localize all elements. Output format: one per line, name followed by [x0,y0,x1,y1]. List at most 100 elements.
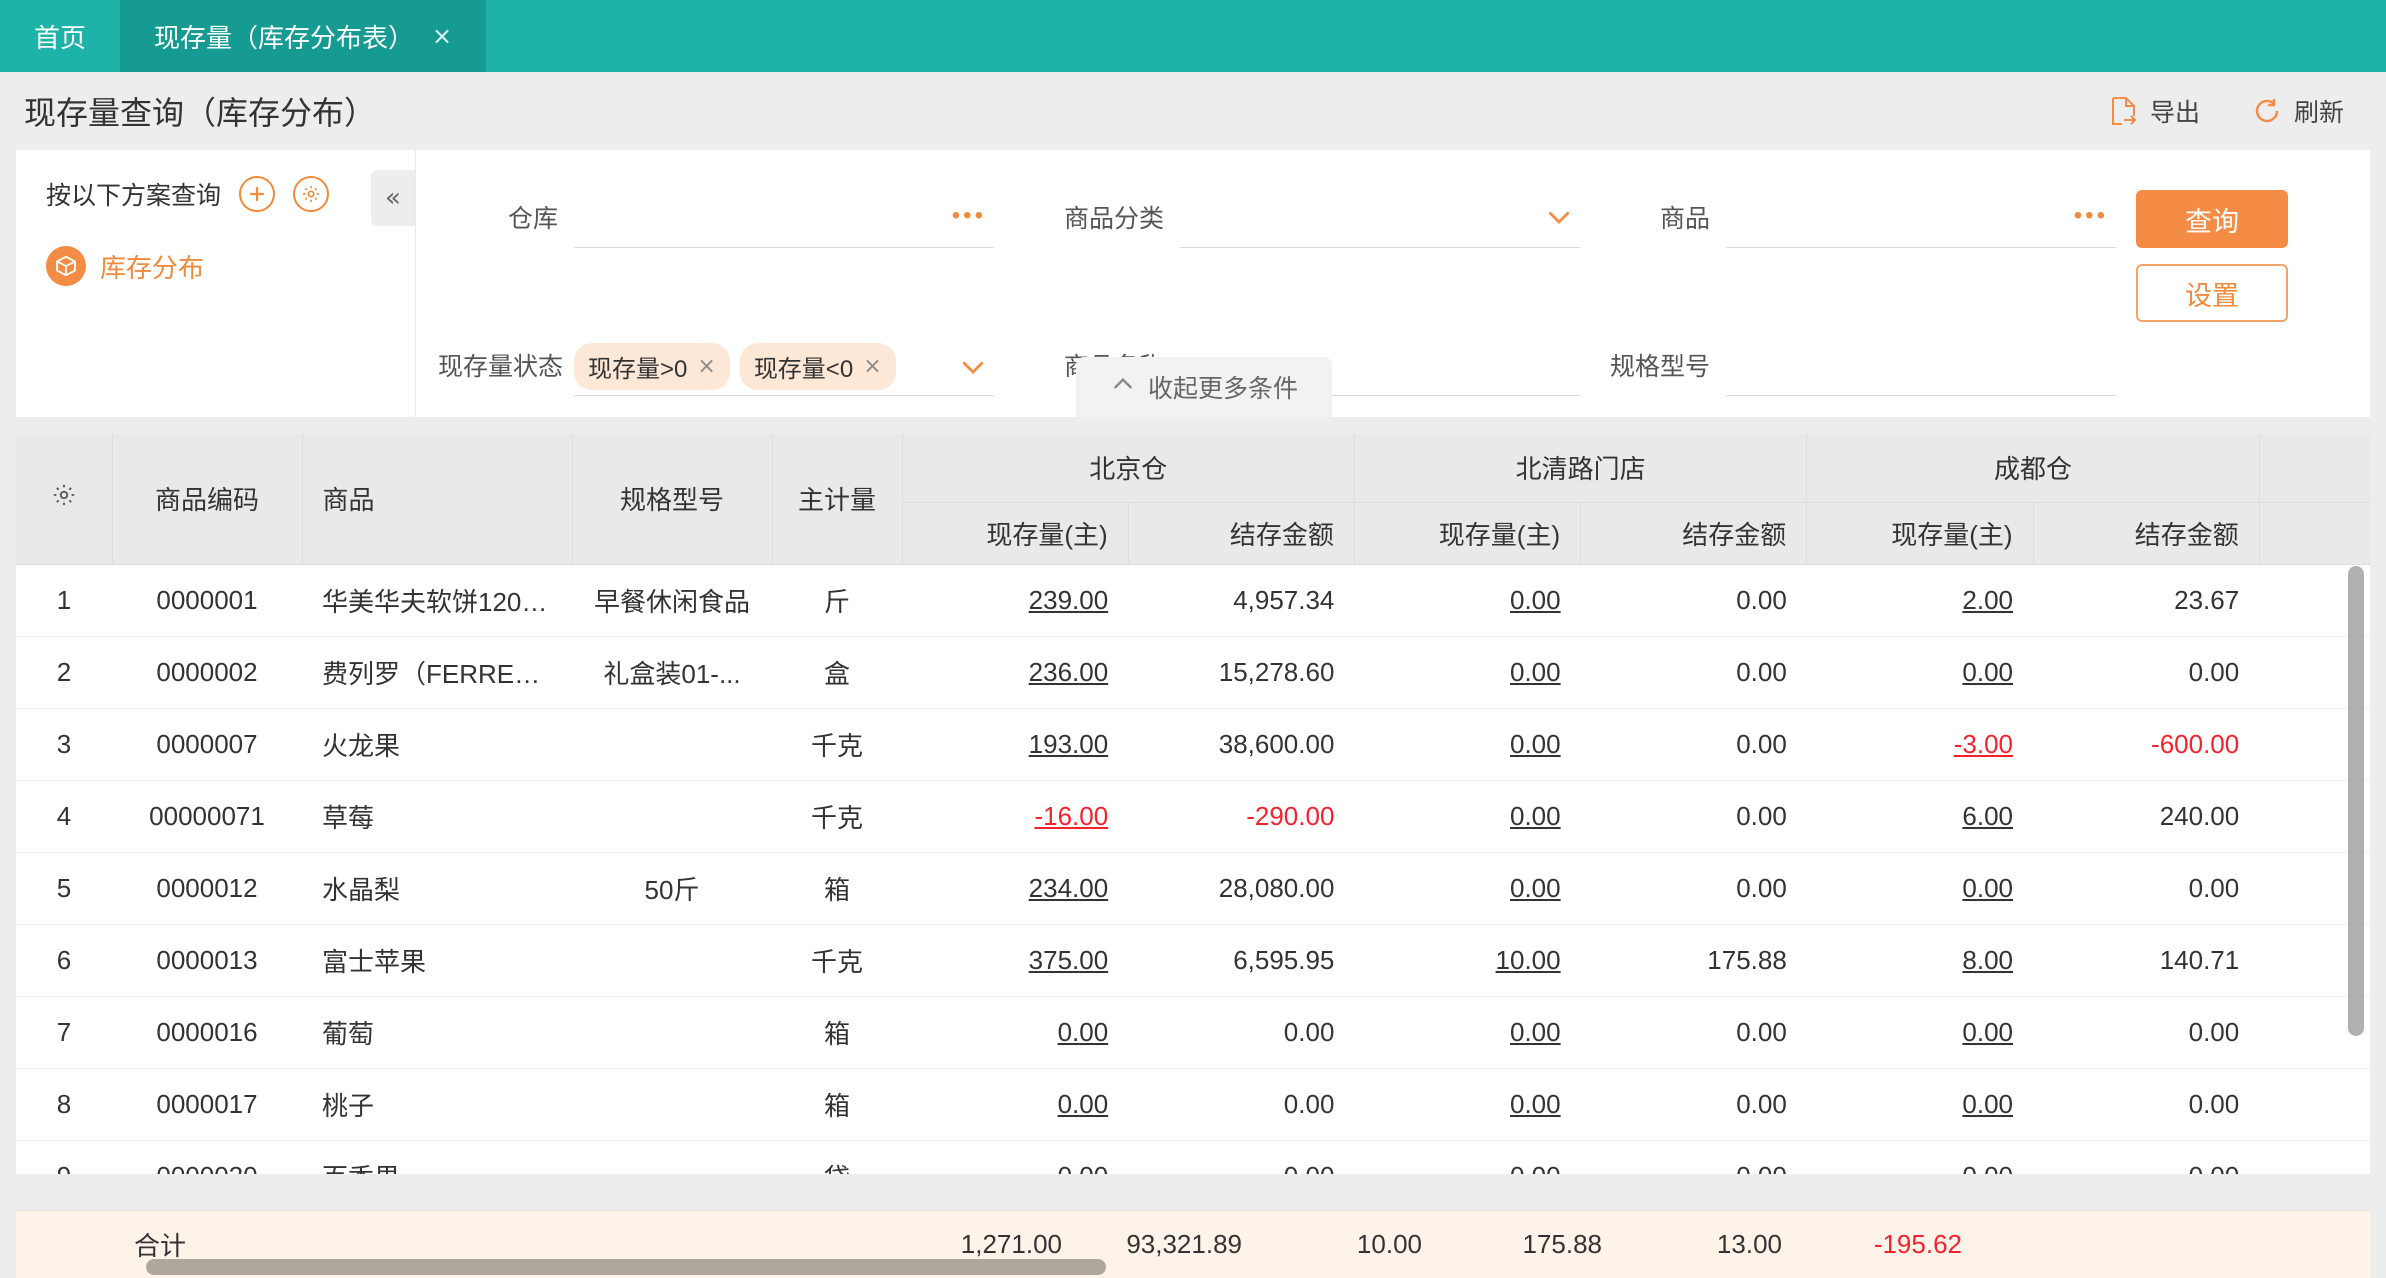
filter-tag[interactable]: 现存量<0 × [739,343,896,390]
filter-warehouse-input[interactable]: ••• [574,190,994,248]
cell-beijing-qty-link[interactable]: 375.00 [1028,944,1109,975]
export-button[interactable]: 导出 [2110,93,2200,129]
remove-tag-icon[interactable]: × [697,354,716,379]
filter-product-input[interactable]: ••• [1726,190,2116,248]
cell-beiqinglu-qty[interactable]: 0.00 [1354,852,1581,925]
cell-chengdu-qty-link[interactable]: 6.00 [1962,800,2014,831]
cell-chengdu-qty-link[interactable]: 0.00 [1962,872,2014,903]
cell-chengdu-qty[interactable]: 8.00 [1806,924,2034,997]
cell-chengdu-qty[interactable]: 6.00 [1806,780,2034,853]
cell-beiqinglu-qty[interactable]: 0.00 [1354,564,1581,637]
cell-beijing-qty[interactable]: 234.00 [902,852,1129,925]
th-beijing-amount[interactable]: 结存金额 [1128,502,1355,565]
cell-beiqinglu-qty[interactable]: 10.00 [1354,924,1581,997]
cell-beijing-qty-link[interactable]: 193.00 [1028,728,1109,759]
th-beijing-qty[interactable]: 现存量(主) [902,502,1129,565]
filter-category-select[interactable] [1180,190,1580,248]
th-warehouse-chengdu[interactable]: 成都仓 [1806,434,2260,503]
filter-product-name-input[interactable] [1180,338,1580,396]
th-next-qty[interactable]: 现存 [2259,502,2370,565]
cell-beijing-qty-link[interactable]: 0.00 [1058,1161,1109,1175]
plus-circle-icon[interactable] [239,176,276,212]
cell-beiqinglu-qty-link[interactable]: 0.00 [1510,584,1561,615]
vertical-scrollbar[interactable] [2348,566,2364,1126]
th-beiqinglu-amount[interactable]: 结存金额 [1580,502,1808,565]
search-button[interactable]: 查询 [2136,190,2288,248]
collapse-sidebar-button[interactable]: « [371,170,415,226]
cell-beijing-qty-link[interactable]: 239.00 [1028,584,1109,615]
cell-chengdu-qty[interactable]: 0.00 [1806,996,2034,1069]
cell-beiqinglu-qty[interactable]: 0.00 [1354,1140,1581,1175]
cell-chengdu-qty-link[interactable]: 2.00 [1962,584,2014,615]
th-warehouse-beiqinglu[interactable]: 北清路门店 [1354,434,1808,503]
table-row[interactable]: 8 0000017 桃子 箱 0.00 0.00 0.00 0.00 0.00 0.00 [16,1068,2370,1141]
cell-chengdu-qty-link[interactable]: -3.00 [1953,728,2014,759]
cell-beiqinglu-qty[interactable]: 0.00 [1354,1068,1581,1141]
chevron-down-icon[interactable] [958,352,988,387]
column-settings-button[interactable] [16,434,113,565]
cell-beijing-qty-link[interactable]: -16.00 [1034,800,1109,831]
chevron-down-icon[interactable] [1544,202,1574,237]
settings-button[interactable]: 设置 [2136,264,2288,322]
cell-beiqinglu-qty[interactable]: 0.00 [1354,636,1581,709]
cell-beijing-qty-link[interactable]: 0.00 [1057,1088,1109,1119]
cell-beiqinglu-qty-link[interactable]: 10.00 [1495,944,1561,975]
scheme-item-inventory-distribution[interactable]: 库存分布 [46,246,415,286]
cell-beiqinglu-qty-link[interactable]: 0.00 [1510,872,1561,903]
table-row[interactable]: 4 00000071 草莓 千克 -16.00 -290.00 0.00 0.00 6.00 24… [16,780,2370,853]
th-chengdu-qty[interactable]: 现存量(主) [1806,502,2034,565]
th-chengdu-amount[interactable]: 结存金额 [2033,502,2260,565]
tab-inventory-distribution[interactable]: 现存量（库存分布表） × [120,0,487,72]
cell-chengdu-qty-link[interactable]: 0.00 [1962,1161,2013,1175]
cell-beiqinglu-qty-link[interactable]: 0.00 [1510,656,1561,687]
cell-beiqinglu-qty-link[interactable]: 0.00 [1510,800,1561,831]
table-row[interactable]: 3 0000007 火龙果 千克 193.00 38,600.00 0.00 0.00 -3.0… [16,708,2370,781]
collapse-more-conditions-button[interactable]: 收起更多条件 [1076,357,1333,417]
filter-spec-input[interactable] [1726,338,2116,396]
ellipsis-icon[interactable]: ••• [2073,202,2108,229]
cell-chengdu-qty[interactable]: 0.00 [1806,636,2034,709]
cell-beijing-qty[interactable]: 375.00 [902,924,1129,997]
cell-beijing-qty[interactable]: 0.00 [902,1140,1129,1175]
cell-beiqinglu-qty-link[interactable]: 0.00 [1510,1161,1561,1175]
cell-beijing-qty[interactable]: 239.00 [902,564,1129,637]
th-warehouse-beijing[interactable]: 北京仓 [902,434,1355,503]
table-row[interactable]: 6 0000013 富士苹果 千克 375.00 6,595.95 10.00 175.88 8… [16,924,2370,997]
cell-chengdu-qty-link[interactable]: 8.00 [1962,944,2014,975]
cell-chengdu-qty[interactable]: 0.00 [1806,1068,2034,1141]
table-row[interactable]: 7 0000016 葡萄 箱 0.00 0.00 0.00 0.00 0.00 0.00 [16,996,2370,1069]
cell-next-qty[interactable] [2259,1140,2370,1174]
filter-tag[interactable]: 现存量>0 × [574,343,730,390]
cell-chengdu-qty-link[interactable]: 0.00 [1962,1088,2014,1119]
cell-beiqinglu-qty-link[interactable]: 0.00 [1510,1016,1561,1047]
tab-home[interactable]: 首页 [0,0,120,72]
cell-chengdu-qty[interactable]: 0.00 [1806,1140,2034,1175]
cell-chengdu-qty[interactable]: 0.00 [1806,852,2034,925]
gear-circle-icon[interactable] [293,176,330,212]
ellipsis-icon[interactable]: ••• [951,202,986,229]
filter-stock-status-multiselect[interactable]: 现存量>0 × 现存量<0 × [574,338,994,396]
cell-next-qty[interactable] [2259,1068,2370,1141]
cell-chengdu-qty[interactable]: -3.00 [1806,708,2034,781]
cell-chengdu-qty-link[interactable]: 0.00 [1962,656,2014,687]
cell-beijing-qty-link[interactable]: 236.00 [1028,656,1109,687]
th-warehouse-next[interactable] [2259,434,2370,503]
cell-beiqinglu-qty[interactable]: 0.00 [1354,780,1581,853]
cell-beijing-qty[interactable]: 193.00 [902,708,1129,781]
th-spec[interactable]: 规格型号 [572,434,773,565]
cell-beijing-qty[interactable]: 0.00 [902,1068,1129,1141]
table-row[interactable]: 5 0000012 水晶梨 50斤箱 234.00 28,080.00 0.00 0.00 0.… [16,852,2370,925]
th-unit[interactable]: 主计量 [772,434,903,565]
refresh-button[interactable]: 刷新 [2252,93,2344,129]
cell-beiqinglu-qty[interactable]: 0.00 [1354,996,1581,1069]
cell-beiqinglu-qty-link[interactable]: 0.00 [1510,1088,1561,1119]
cell-beiqinglu-qty-link[interactable]: 0.00 [1510,728,1561,759]
th-product-code[interactable]: 商品编码 [112,434,303,565]
cell-beijing-qty[interactable]: -16.00 [902,780,1129,853]
remove-tag-icon[interactable]: × [863,354,882,379]
cell-chengdu-qty[interactable]: 2.00 [1806,564,2034,637]
th-product[interactable]: 商品 [302,434,573,565]
cell-chengdu-qty-link[interactable]: 0.00 [1962,1016,2014,1047]
